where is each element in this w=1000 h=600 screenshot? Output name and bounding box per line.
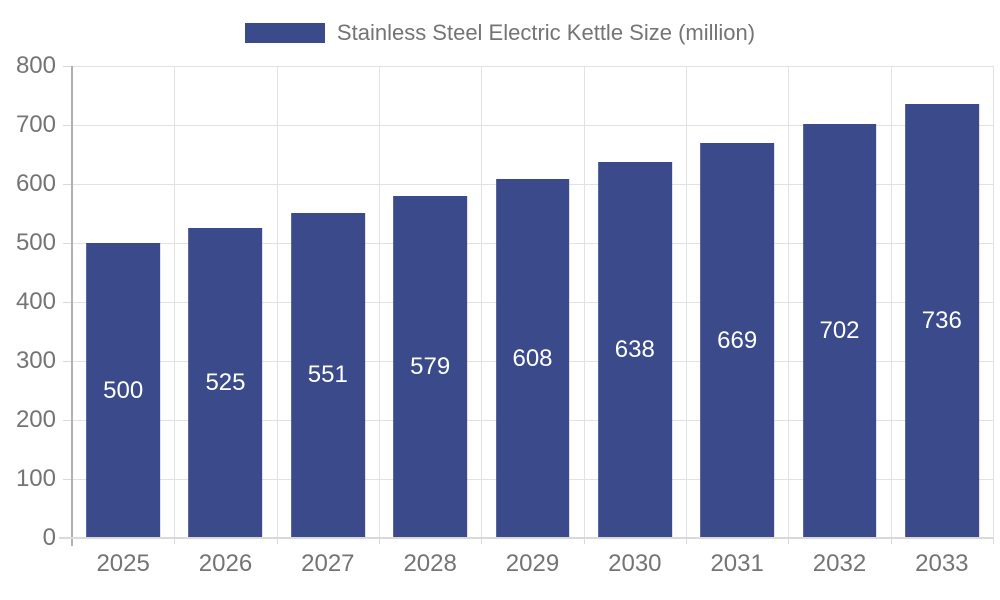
- x-tick-label: 2033: [915, 550, 969, 577]
- bar: 551: [290, 212, 365, 538]
- x-axis-tick: [583, 538, 585, 544]
- gridline-v: [481, 66, 483, 538]
- bar-value-label: 736: [921, 306, 962, 334]
- gridline-v: [378, 66, 380, 538]
- x-tick-label: 2028: [403, 550, 457, 577]
- gridline-v: [890, 66, 892, 538]
- y-axis-tick: [63, 66, 72, 67]
- bar: 669: [700, 143, 774, 538]
- x-axis-tick: [890, 538, 892, 544]
- x-axis-tick: [993, 538, 994, 544]
- gridline-v: [174, 66, 176, 538]
- y-tick-label: 300: [15, 347, 56, 374]
- x-axis-line: [59, 537, 993, 539]
- bar: 702: [802, 123, 877, 538]
- x-axis-tick: [788, 538, 790, 544]
- plot-area: 500 525 551 579 608 638 669 702 736: [59, 66, 994, 546]
- bar: 579: [393, 196, 467, 538]
- x-tick-label: 2027: [301, 550, 355, 577]
- legend[interactable]: Stainless Steel Electric Kettle Size (mi…: [0, 20, 1000, 46]
- bar-value-label: 579: [410, 353, 451, 381]
- x-tick-label: 2025: [96, 550, 150, 577]
- bar-value-label: 525: [205, 369, 246, 397]
- legend-label: Stainless Steel Electric Kettle Size (mi…: [336, 20, 756, 45]
- gridline-v: [276, 66, 278, 538]
- x-axis-tick: [276, 538, 278, 544]
- y-tick-label: 200: [15, 406, 56, 433]
- y-axis-tick: [63, 420, 72, 421]
- x-tick-label: 2026: [198, 550, 253, 577]
- gridline-h: [72, 66, 993, 67]
- x-axis-tick: [174, 538, 176, 544]
- bar-value-label: 702: [819, 316, 860, 344]
- gridline-v: [788, 66, 790, 538]
- y-axis-line: [71, 66, 73, 546]
- y-tick-label: 600: [15, 170, 56, 197]
- gridline-v: [685, 66, 687, 538]
- x-tick-label: 2032: [812, 550, 867, 577]
- bar: 736: [904, 103, 979, 538]
- y-tick-label: 500: [15, 229, 56, 256]
- gridline-v: [993, 66, 994, 538]
- bar-value-label: 608: [512, 344, 553, 372]
- bar-value-label: 669: [717, 326, 758, 354]
- bar-value-label: 500: [103, 376, 144, 404]
- gridline-h: [72, 125, 993, 126]
- bar-value-label: 551: [307, 361, 348, 389]
- y-tick-label: 800: [15, 52, 56, 79]
- y-axis-labels: 0 100 200 300 400 500 600 700 800: [0, 52, 56, 551]
- x-axis-labels: 2025 2026 2027 2028 2029 2030 2031 2032 2033: [72, 550, 993, 582]
- bar: 500: [86, 243, 160, 538]
- x-axis-tick: [378, 538, 380, 544]
- y-tick-label: 100: [15, 465, 56, 492]
- y-tick-label: 700: [15, 111, 56, 138]
- bar-value-label: 638: [614, 335, 655, 363]
- x-axis-tick: [685, 538, 687, 544]
- y-axis-tick: [63, 479, 72, 480]
- bar: 608: [495, 179, 570, 538]
- y-axis-tick: [63, 243, 72, 244]
- y-axis-tick: [63, 302, 72, 303]
- x-tick-label: 2029: [505, 550, 560, 577]
- x-tick-label: 2030: [608, 550, 662, 577]
- y-axis-tick: [63, 184, 72, 185]
- x-axis-tick: [481, 538, 483, 544]
- y-axis-tick: [63, 361, 72, 362]
- y-tick-label: 0: [42, 524, 56, 551]
- gridline-v: [583, 66, 585, 538]
- y-tick-label: 400: [15, 288, 56, 315]
- y-axis-tick: [63, 125, 72, 126]
- bar: 525: [188, 228, 263, 538]
- legend-swatch: [244, 23, 325, 43]
- bar: 638: [597, 161, 672, 538]
- x-tick-label: 2031: [710, 550, 764, 577]
